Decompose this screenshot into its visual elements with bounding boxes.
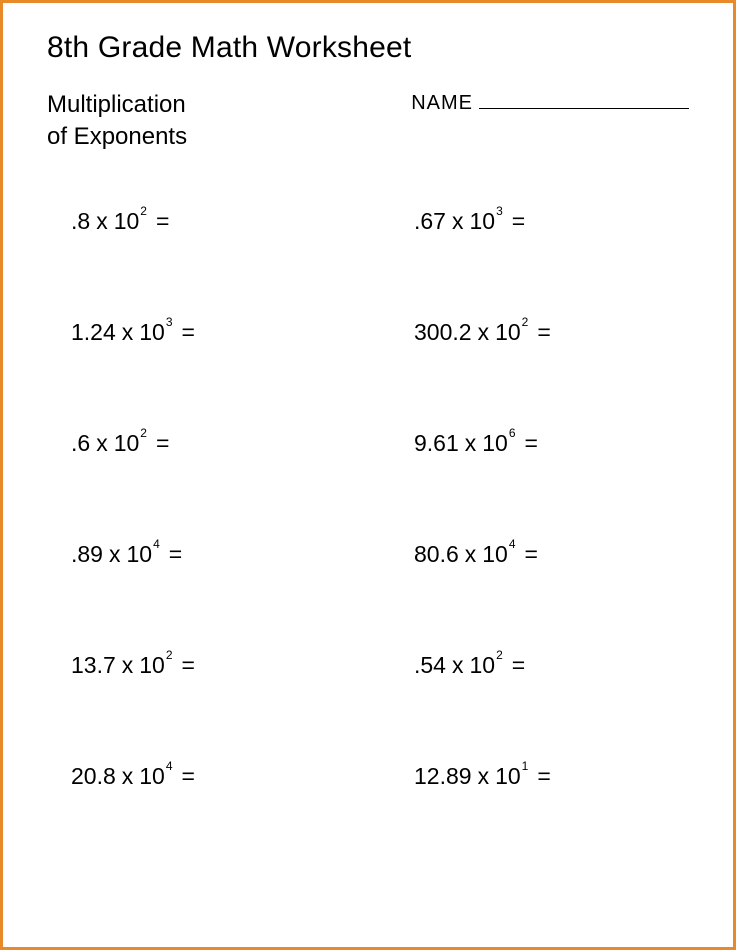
worksheet-page: 8th Grade Math Worksheet Multiplication … xyxy=(0,0,736,950)
base: 10 xyxy=(126,541,152,568)
coefficient: .89 xyxy=(71,541,103,568)
equals-symbol: = xyxy=(182,652,195,679)
equals-symbol: = xyxy=(169,541,182,568)
times-symbol: x xyxy=(452,208,464,235)
times-symbol: x xyxy=(478,763,490,790)
coefficient: 80.6 xyxy=(414,541,459,568)
equals-symbol: = xyxy=(512,652,525,679)
times-symbol: x xyxy=(122,319,134,346)
coefficient: 13.7 xyxy=(71,652,116,679)
exponent: 2 xyxy=(522,315,529,329)
base: 10 xyxy=(482,541,508,568)
problem-l5: 13.7 x 10 2 = xyxy=(71,652,360,679)
exponent: 4 xyxy=(166,759,173,773)
coefficient: .54 xyxy=(414,652,446,679)
problem-l2: 1.24 x 10 3 = xyxy=(71,319,360,346)
problem-r6: 12.89 x 10 1 = xyxy=(400,763,689,790)
equals-symbol: = xyxy=(512,208,525,235)
coefficient: .67 xyxy=(414,208,446,235)
equals-symbol: = xyxy=(537,763,550,790)
problem-r2: 300.2 x 10 2 = xyxy=(400,319,689,346)
problem-r5: .54 x 10 2 = xyxy=(400,652,689,679)
equals-symbol: = xyxy=(537,319,550,346)
problem-r4: 80.6 x 10 4 = xyxy=(400,541,689,568)
times-symbol: x xyxy=(109,541,121,568)
coefficient: 20.8 xyxy=(71,763,116,790)
times-symbol: x xyxy=(122,652,134,679)
exponent: 2 xyxy=(166,648,173,662)
worksheet-subtitle: Multiplication of Exponents xyxy=(47,89,187,154)
times-symbol: x xyxy=(452,652,464,679)
equals-symbol: = xyxy=(525,541,538,568)
times-symbol: x xyxy=(465,430,477,457)
base: 10 xyxy=(139,652,165,679)
equals-symbol: = xyxy=(156,430,169,457)
base: 10 xyxy=(469,208,495,235)
problem-l3: .6 x 10 2 = xyxy=(71,430,360,457)
base: 10 xyxy=(495,763,521,790)
base: 10 xyxy=(469,652,495,679)
name-field: NAME xyxy=(411,91,689,115)
base: 10 xyxy=(495,319,521,346)
times-symbol: x xyxy=(96,208,108,235)
times-symbol: x xyxy=(122,763,134,790)
coefficient: 9.61 xyxy=(414,430,459,457)
coefficient: 12.89 xyxy=(414,763,472,790)
header-row: Multiplication of Exponents NAME xyxy=(47,89,689,154)
times-symbol: x xyxy=(96,430,108,457)
exponent: 2 xyxy=(496,648,503,662)
name-input-line[interactable] xyxy=(479,91,689,109)
subtitle-line-2: of Exponents xyxy=(47,121,187,153)
problem-l4: .89 x 10 4 = xyxy=(71,541,360,568)
equals-symbol: = xyxy=(156,208,169,235)
exponent: 3 xyxy=(166,315,173,329)
worksheet-title: 8th Grade Math Worksheet xyxy=(47,31,689,65)
coefficient: 1.24 xyxy=(71,319,116,346)
coefficient: .8 xyxy=(71,208,90,235)
exponent: 4 xyxy=(153,537,160,551)
base: 10 xyxy=(139,319,165,346)
equals-symbol: = xyxy=(525,430,538,457)
base: 10 xyxy=(482,430,508,457)
problem-l6: 20.8 x 10 4 = xyxy=(71,763,360,790)
problems-grid: .8 x 10 2 = .67 x 10 3 = 1.24 x 10 3 = 3… xyxy=(47,194,689,790)
coefficient: 300.2 xyxy=(414,319,472,346)
subtitle-line-1: Multiplication xyxy=(47,89,187,121)
exponent: 2 xyxy=(140,426,147,440)
problem-r1: .67 x 10 3 = xyxy=(400,208,689,235)
base: 10 xyxy=(139,763,165,790)
exponent: 6 xyxy=(509,426,516,440)
times-symbol: x xyxy=(478,319,490,346)
problem-r3: 9.61 x 10 6 = xyxy=(400,430,689,457)
base: 10 xyxy=(114,430,140,457)
coefficient: .6 xyxy=(71,430,90,457)
exponent: 1 xyxy=(522,759,529,773)
equals-symbol: = xyxy=(182,319,195,346)
problem-l1: .8 x 10 2 = xyxy=(71,208,360,235)
exponent: 2 xyxy=(140,204,147,218)
exponent: 4 xyxy=(509,537,516,551)
times-symbol: x xyxy=(465,541,477,568)
exponent: 3 xyxy=(496,204,503,218)
equals-symbol: = xyxy=(182,763,195,790)
name-label: NAME xyxy=(411,92,473,115)
base: 10 xyxy=(114,208,140,235)
